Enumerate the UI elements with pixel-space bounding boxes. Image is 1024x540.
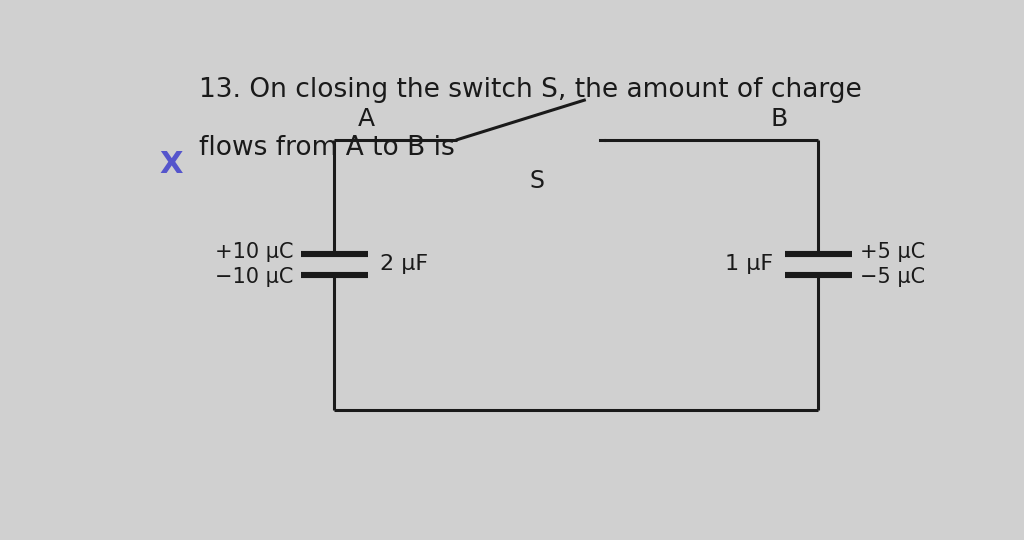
Text: 2 μF: 2 μF [380,254,428,274]
Text: +10 μC: +10 μC [215,242,293,262]
Text: −10 μC: −10 μC [215,267,293,287]
Text: flows from A to B is: flows from A to B is [200,136,456,161]
Text: 13. On closing the switch S, the amount of charge: 13. On closing the switch S, the amount … [200,77,862,103]
Text: B: B [770,107,787,131]
Text: +5 μC: +5 μC [860,242,925,262]
Text: −5 μC: −5 μC [860,267,925,287]
Text: X: X [160,150,183,179]
Text: S: S [529,168,544,193]
Text: A: A [357,107,375,131]
Text: 1 μF: 1 μF [725,254,773,274]
